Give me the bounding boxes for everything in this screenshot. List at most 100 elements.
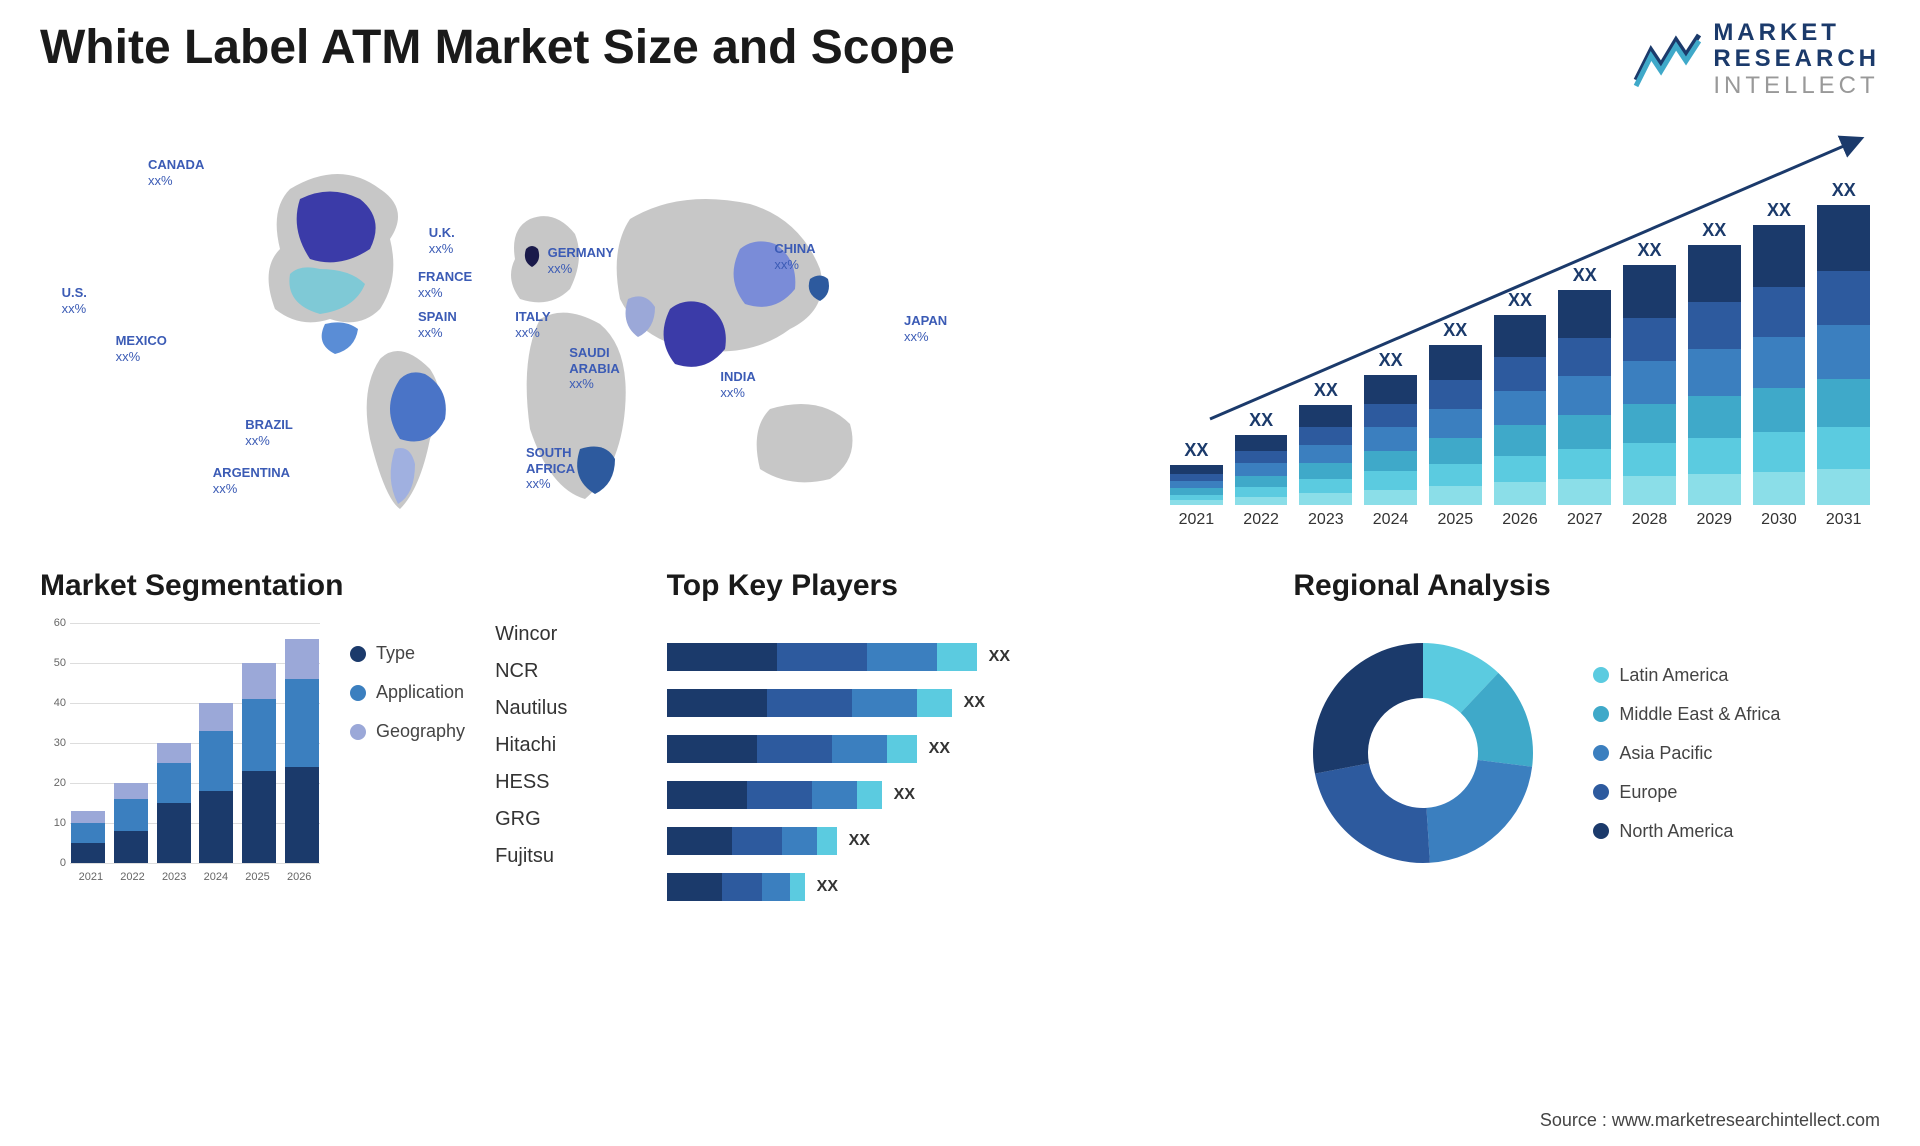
growth-year-label: 2025: [1438, 511, 1474, 529]
segmentation-title: Market Segmentation: [40, 569, 627, 603]
growth-bar-2022: XX 2022: [1235, 410, 1288, 529]
growth-year-label: 2026: [1502, 511, 1538, 529]
company-hess: HESS: [495, 771, 615, 794]
map-label-mexico: MEXICOxx%: [116, 333, 167, 364]
brand-logo: MARKET RESEARCH INTELLECT: [1631, 20, 1880, 99]
growth-value-label: XX: [1508, 290, 1532, 311]
map-label-china: CHINAxx%: [774, 241, 815, 272]
logo-line3: INTELLECT: [1713, 73, 1880, 99]
seg-year-label: 2024: [195, 871, 237, 883]
y-tick: 40: [54, 697, 66, 709]
y-tick: 20: [54, 777, 66, 789]
seg-year-label: 2021: [70, 871, 112, 883]
source-text: Source : www.marketresearchintellect.com: [1540, 1110, 1880, 1131]
growth-bar-2024: XX2024: [1364, 350, 1417, 529]
player-value: XX: [964, 694, 985, 712]
players-panel: Top Key Players XXXXXXXXXXXX: [667, 569, 1254, 901]
y-tick: 50: [54, 657, 66, 669]
seg-year-label: 2026: [278, 871, 320, 883]
seg-bar-2022: [114, 783, 148, 863]
map-label-canada: CANADAxx%: [148, 157, 204, 188]
growth-year-label: 2024: [1373, 511, 1409, 529]
player-bar-1: XX: [667, 689, 1254, 717]
region-legend-north-america: North America: [1593, 821, 1780, 842]
growth-bar-2021: XX 2021: [1170, 440, 1223, 529]
y-tick: 60: [54, 617, 66, 629]
seg-year-label: 2025: [237, 871, 279, 883]
map-label-south-africa: SOUTHAFRICAxx%: [526, 445, 575, 492]
growth-value-label: XX: [1767, 200, 1791, 221]
player-value: XX: [989, 648, 1010, 666]
world-map: CANADAxx% U.S.xx% MEXICOxx% BRAZILxx% ARGENT…: [40, 129, 1120, 529]
seg-year-label: 2022: [112, 871, 154, 883]
seg-year-label: 2023: [153, 871, 195, 883]
company-ncr: NCR: [495, 660, 615, 683]
growth-year-label: 2027: [1567, 511, 1603, 529]
growth-bar-2030: XX 2030: [1753, 200, 1806, 529]
growth-year-label: 2028: [1632, 511, 1668, 529]
logo-line1: MARKET: [1713, 20, 1880, 46]
growth-year-label: 2021: [1179, 511, 1215, 529]
growth-year-label: 2031: [1826, 511, 1862, 529]
donut-slice-asia-pacific: [1427, 760, 1533, 863]
growth-value-label: XX: [1314, 380, 1338, 401]
y-tick: 0: [60, 857, 66, 869]
map-label-germany: GERMANYxx%: [548, 245, 614, 276]
growth-year-label: 2022: [1243, 511, 1279, 529]
regional-title: Regional Analysis: [1293, 569, 1880, 603]
region-legend-middle-east-&-africa: Middle East & Africa: [1593, 704, 1780, 725]
growth-bar-2025: XX 2025: [1429, 320, 1482, 529]
player-value: XX: [894, 786, 915, 804]
y-tick: 30: [54, 737, 66, 749]
growth-bar-2028: XX 2028: [1623, 240, 1676, 529]
map-label-brazil: BRAZILxx%: [245, 417, 293, 448]
player-bar-5: XX: [667, 873, 1254, 901]
page-title: White Label ATM Market Size and Scope: [40, 20, 955, 75]
growth-bar-2027: XX 2027: [1558, 265, 1611, 529]
growth-value-label: XX: [1184, 440, 1208, 461]
map-label-india: INDIAxx%: [720, 369, 755, 400]
company-fujitsu: Fujitsu: [495, 845, 615, 868]
growth-value-label: XX: [1249, 410, 1273, 431]
growth-bar-2029: XX2029: [1688, 220, 1741, 529]
seg-bar-2023: [157, 743, 191, 863]
region-legend-latin-america: Latin America: [1593, 665, 1780, 686]
growth-bar-2031: XX 2031: [1817, 180, 1870, 529]
players-chart: XX XX XX XX XX XX: [667, 623, 1254, 901]
map-label-japan: JAPANxx%: [904, 313, 947, 344]
y-tick: 10: [54, 817, 66, 829]
growth-year-label: 2030: [1761, 511, 1797, 529]
map-label-u.k.: U.K.xx%: [429, 225, 455, 256]
map-label-saudi-arabia: SAUDIARABIAxx%: [569, 345, 620, 392]
growth-chart: XX2021XX2022XX2023XX2024XX2025XX2026XX20…: [1160, 129, 1880, 529]
growth-value-label: XX: [1573, 265, 1597, 286]
map-label-italy: ITALYxx%: [515, 309, 550, 340]
legend-type: Type: [350, 643, 465, 664]
growth-value-label: XX: [1832, 180, 1856, 201]
region-legend-asia-pacific: Asia Pacific: [1593, 743, 1780, 764]
seg-bar-2025: [242, 663, 276, 863]
company-list: WincorNCRNautilusHitachiHESSGRGFujitsu: [495, 623, 615, 883]
player-value: XX: [929, 740, 950, 758]
player-bar-4: XX: [667, 827, 1254, 855]
regional-donut: [1293, 623, 1553, 883]
legend-geography: Geography: [350, 721, 465, 742]
growth-bar-2023: XX 2023: [1299, 380, 1352, 529]
player-bar-3: XX: [667, 781, 1254, 809]
seg-bar-2024: [199, 703, 233, 863]
seg-bar-2026: [285, 639, 319, 863]
company-hitachi: Hitachi: [495, 734, 615, 757]
segmentation-panel: Market Segmentation 0102030405060 202120…: [40, 569, 627, 901]
growth-year-label: 2023: [1308, 511, 1344, 529]
growth-value-label: XX: [1443, 320, 1467, 341]
growth-value-label: XX: [1702, 220, 1726, 241]
map-label-argentina: ARGENTINAxx%: [213, 465, 290, 496]
player-bar-0: XX: [667, 643, 1254, 671]
region-legend-europe: Europe: [1593, 782, 1780, 803]
map-label-france: FRANCExx%: [418, 269, 472, 300]
growth-value-label: XX: [1638, 240, 1662, 261]
company-nautilus: Nautilus: [495, 697, 615, 720]
seg-bar-2021: [71, 811, 105, 863]
map-label-spain: SPAINxx%: [418, 309, 457, 340]
map-label-u.s.: U.S.xx%: [62, 285, 87, 316]
